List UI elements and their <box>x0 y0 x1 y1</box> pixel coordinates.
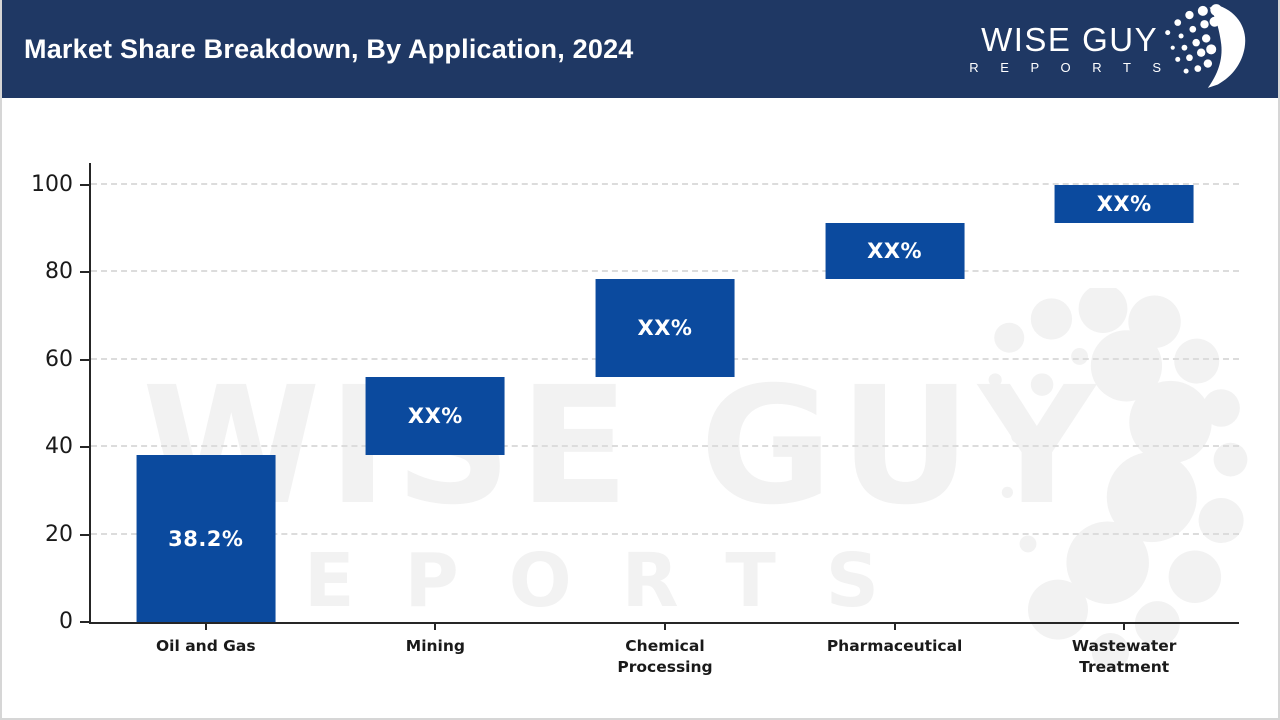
y-tick-label: 20 <box>45 521 73 547</box>
y-tick-mark <box>80 183 89 186</box>
x-tick-label: Wastewater Treatment <box>1071 637 1177 676</box>
y-tick-label: 0 <box>59 609 73 634</box>
x-tick-mark <box>664 622 666 630</box>
x-tick-mark <box>1123 622 1126 630</box>
watermark-subtitle: REPORTS <box>197 538 930 624</box>
bar-value-label: XX% <box>867 238 923 263</box>
y-tick-mark <box>80 271 89 274</box>
x-tick-label: Chemical Processing <box>617 637 713 676</box>
bar-value-label: XX% <box>1096 191 1152 216</box>
x-tick-label: Mining <box>405 637 465 655</box>
logo-text: WISE GUY R E P O R T S <box>969 23 1170 75</box>
plot-area: Oil and Gas Mining Chemical Processing Phar… <box>31 163 1239 676</box>
logo-subtitle: R E P O R T S <box>969 59 1170 75</box>
y-tick-mark <box>80 446 89 449</box>
y-tick-label: 40 <box>45 434 73 460</box>
y-tick-mark <box>80 358 89 361</box>
logo-wordmark: WISE GUY <box>981 21 1159 59</box>
bar-value-label: XX% <box>407 404 463 429</box>
chart-region: WISE GUY REPORTS Oil and Gas Mining Chemic… <box>2 98 1278 718</box>
y-gridline <box>91 182 1239 185</box>
y-gridline <box>91 445 1239 448</box>
y-tick-label: 80 <box>45 259 73 285</box>
y-tick-mark <box>80 621 89 623</box>
y-tick-label: 60 <box>45 346 73 372</box>
x-tick-mark <box>204 622 207 630</box>
dotted-head-icon <box>1165 4 1246 88</box>
y-gridline <box>91 532 1239 535</box>
bar-pharmaceutical: XX% <box>825 222 965 279</box>
y-tick-label: 100 <box>31 171 73 197</box>
page-title: Market Share Breakdown, By Application, … <box>24 33 634 64</box>
x-tick-mark <box>434 622 437 630</box>
bar-mining: XX% <box>365 377 505 456</box>
header-bar: Market Share Breakdown, By Application, … <box>2 0 1278 98</box>
x-axis-labels: Oil and Gas Mining Chemical Processing Phar… <box>91 636 1239 678</box>
bar-value-label: XX% <box>637 316 693 341</box>
bar-wastewater-treatment: XX% <box>1054 184 1194 223</box>
y-tick-mark <box>80 533 89 536</box>
bar-chemical-processing: XX% <box>595 278 735 378</box>
wise-guy-reports-logo: WISE GUY R E P O R T S <box>969 4 1248 89</box>
bar-value-label: 38.2% <box>168 526 244 551</box>
x-tick-mark <box>893 622 896 630</box>
y-gridline <box>91 270 1239 273</box>
x-tick-label: Pharmaceutical <box>826 637 963 655</box>
bar-oil-and-gas: 38.2% <box>136 455 276 622</box>
x-tick-label: Oil and Gas <box>156 637 256 655</box>
